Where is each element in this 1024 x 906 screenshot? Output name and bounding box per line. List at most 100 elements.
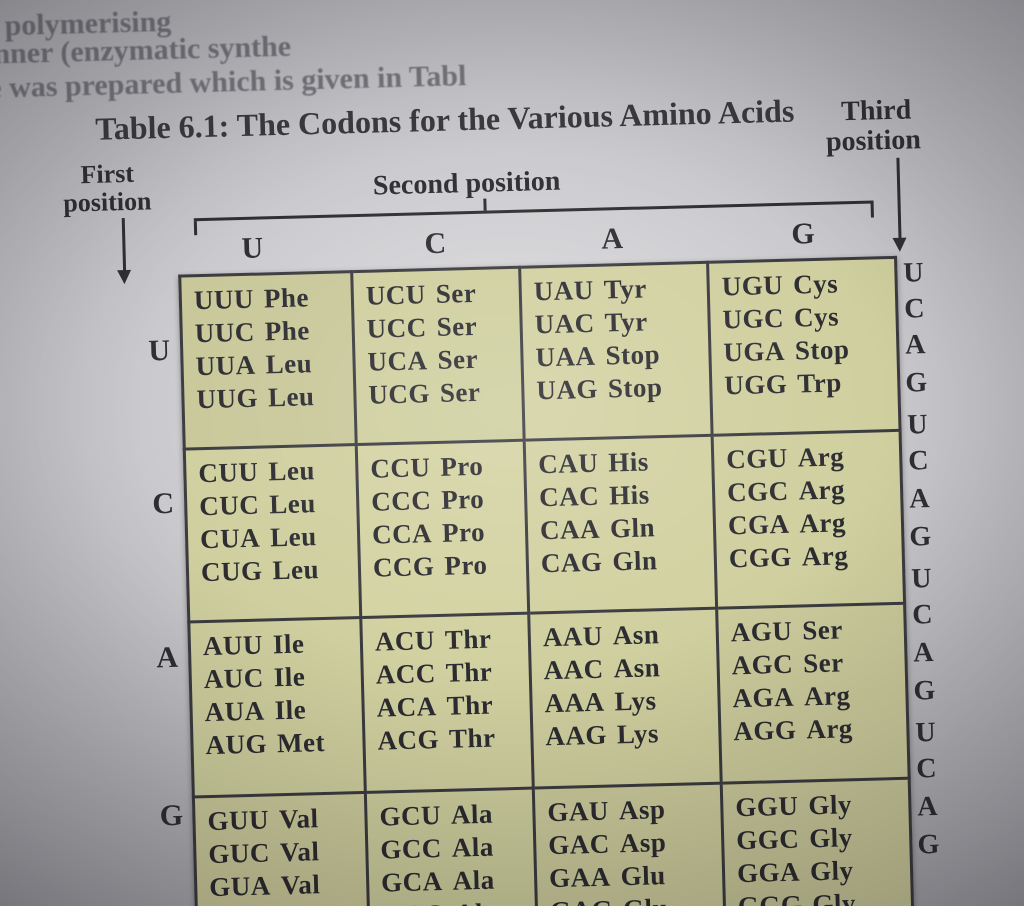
amino-acid: Arg xyxy=(798,474,845,506)
first-position-arrow-head xyxy=(117,270,131,284)
amino-acid: Cys xyxy=(794,301,840,333)
codon: CAA xyxy=(540,514,601,547)
row-head-3: G xyxy=(156,799,187,834)
codon: ACU xyxy=(374,625,435,658)
codon-cell: GAUAspGACAspGAAGluGAGGlu xyxy=(533,783,726,906)
codon: UAU xyxy=(533,275,594,308)
amino-acid: Thr xyxy=(444,624,491,656)
codon: CUG xyxy=(201,556,263,589)
codon-cell: UAUTyrUACTyrUAAStopUAGStop xyxy=(520,262,712,440)
amino-acid: Leu xyxy=(268,381,315,413)
codon: GCU xyxy=(379,800,441,833)
codon: CUC xyxy=(199,490,260,523)
third-letter: C xyxy=(905,445,932,478)
first-position-arrow-stem xyxy=(122,218,126,272)
amino-acid: Gln xyxy=(612,545,658,577)
amino-acid: Thr xyxy=(449,723,496,755)
codon: AUA xyxy=(204,696,265,729)
codon: CCU xyxy=(370,452,431,485)
codon: AGC xyxy=(731,649,793,682)
amino-acid: Leu xyxy=(269,488,316,520)
amino-acid: Asp xyxy=(618,794,665,826)
amino-acid: Arg xyxy=(801,540,848,572)
codon-cell: UGUCysUGCCysUGAStopUGGTrp xyxy=(708,257,900,435)
amino-acid: Glu xyxy=(620,860,666,892)
amino-acid: Val xyxy=(280,869,320,901)
codon: UUC xyxy=(194,317,255,350)
amino-acid: Stop xyxy=(607,372,662,404)
codon-cell: CAUHisCACHisCAAGlnCAGGln xyxy=(524,435,716,613)
amino-acid: Val xyxy=(279,803,319,835)
codon: UCC xyxy=(366,312,427,345)
codon: UAC xyxy=(534,308,595,341)
codon: UUA xyxy=(195,350,256,383)
amino-acid: Arg xyxy=(797,441,844,473)
third-position-arrow-stem xyxy=(896,158,901,240)
amino-acid: Leu xyxy=(268,455,315,487)
table-title: Table 6.1: The Codons for the Various Am… xyxy=(95,93,795,148)
amino-acid: Thr xyxy=(445,657,492,689)
amino-acid: Ser xyxy=(440,377,481,409)
codon: AAA xyxy=(544,687,605,720)
codon: GGG xyxy=(738,890,803,906)
codon: UUU xyxy=(194,284,255,317)
codon: CGC xyxy=(727,476,789,509)
amino-acid: Pro xyxy=(440,451,484,483)
codon: AUU xyxy=(203,630,264,663)
codon-cell: AAUAsnAACAsnAAALysAAGLys xyxy=(529,608,722,788)
second-position-bracket xyxy=(194,200,874,221)
third-letter: C xyxy=(901,293,928,326)
third-position-label-2: position xyxy=(826,125,922,158)
amino-acid: Tyr xyxy=(603,273,647,305)
third-position-label-1: Third xyxy=(841,95,912,128)
third-letter: G xyxy=(903,367,930,400)
third-letter: A xyxy=(906,483,933,516)
amino-acid: Pro xyxy=(441,484,485,516)
codon: GAC xyxy=(548,829,610,862)
codon-cell: CUULeuCUCLeuCUALeuCUGLeu xyxy=(184,445,360,622)
row-head-0: U xyxy=(144,334,175,369)
amino-acid: Trp xyxy=(797,367,842,399)
third-letter: U xyxy=(912,717,939,750)
third-letter: U xyxy=(908,563,935,596)
codon: UGA xyxy=(723,336,785,369)
col-head-2: A xyxy=(601,222,624,257)
codon-cell: CCUProCCCProCCAProCCGPro xyxy=(356,440,528,617)
amino-acid: Asn xyxy=(613,652,660,684)
amino-acid: Gly xyxy=(812,888,856,906)
codon: CCA xyxy=(372,518,433,551)
third-letter: A xyxy=(914,791,941,824)
codon: CGG xyxy=(728,542,792,575)
first-position-label-1: First xyxy=(80,160,134,190)
third-letter: U xyxy=(900,257,927,290)
codon-table: UUUPheUUCPheUUALeuUUGLeuUCUSerUCCSerUCAS… xyxy=(178,256,915,906)
amino-acid: Ala xyxy=(451,832,494,864)
codon-cell: GCUAlaGCCAlaGCAAlaGCGAla xyxy=(365,788,538,906)
codon: GAA xyxy=(549,862,611,895)
amino-acid: Pro xyxy=(442,517,486,549)
amino-acid: Ile xyxy=(273,661,305,693)
codon: AGU xyxy=(730,616,792,649)
codon: AGA xyxy=(732,682,794,715)
amino-acid: Leu xyxy=(272,554,319,586)
codon: CCC xyxy=(371,485,432,518)
amino-acid: Ser xyxy=(437,344,478,376)
amino-acid: Ser xyxy=(803,647,844,679)
codon: ACA xyxy=(376,691,437,724)
codon: UUG xyxy=(196,383,258,416)
codon: CGU xyxy=(726,443,788,476)
amino-acid: Leu xyxy=(265,348,312,380)
codon: GAU xyxy=(547,796,609,829)
codon: CAG xyxy=(541,547,603,580)
amino-acid: Lys xyxy=(614,685,657,717)
amino-acid: His xyxy=(608,446,649,478)
codon: GCA xyxy=(381,866,443,899)
codon: CAC xyxy=(539,481,600,514)
amino-acid: Ala xyxy=(451,799,494,831)
codon: AAG xyxy=(545,720,607,753)
third-letter: G xyxy=(911,675,938,708)
row-head-1: C xyxy=(148,487,179,522)
amino-acid: Asp xyxy=(619,827,666,859)
codon: AAU xyxy=(542,621,603,654)
amino-acid: Ile xyxy=(273,629,305,661)
